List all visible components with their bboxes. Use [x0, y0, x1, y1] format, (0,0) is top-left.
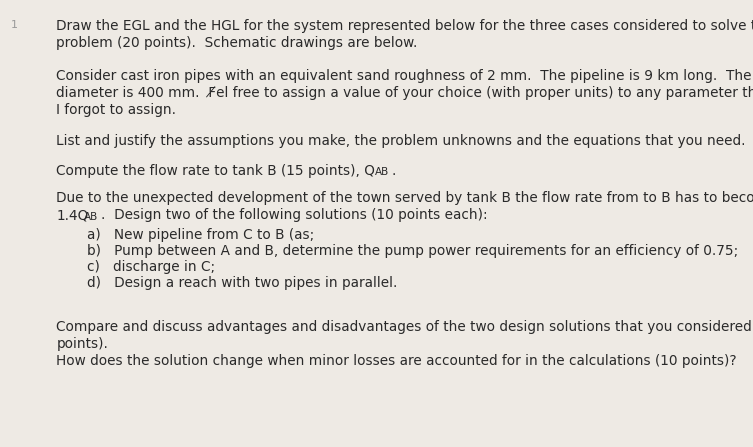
- Text: .  Design two of the following solutions (10 points each):: . Design two of the following solutions …: [101, 208, 487, 222]
- Text: AB: AB: [84, 212, 99, 222]
- Text: b)   Pump between A and B, determine the pump power requirements for an efficien: b) Pump between A and B, determine the p…: [87, 244, 738, 257]
- Text: List and justify the assumptions you make, the problem unknowns and the equation: List and justify the assumptions you mak…: [56, 134, 746, 148]
- Text: .: .: [392, 164, 396, 177]
- Text: 1.4Q: 1.4Q: [56, 208, 89, 222]
- Text: problem (20 points).  Schematic drawings are below.: problem (20 points). Schematic drawings …: [56, 36, 418, 50]
- Text: points).: points).: [56, 337, 108, 350]
- Text: Consider cast iron pipes with an equivalent sand roughness of 2 mm.  The pipelin: Consider cast iron pipes with an equival…: [56, 69, 753, 83]
- Text: AB: AB: [375, 167, 389, 177]
- Text: diameter is 400 mm.  F̸el free to assign a value of your choice (with proper uni: diameter is 400 mm. F̸el free to assign …: [56, 86, 753, 100]
- Text: c)   discharge in C;: c) discharge in C;: [87, 260, 215, 274]
- Text: How does the solution change when minor losses are accounted for in the calculat: How does the solution change when minor …: [56, 354, 737, 367]
- Text: d)   Design a reach with two pipes in parallel.: d) Design a reach with two pipes in para…: [87, 276, 397, 290]
- Text: Compute the flow rate to tank B (15 points), Q: Compute the flow rate to tank B (15 poin…: [56, 164, 375, 177]
- Text: Draw the EGL and the HGL for the system represented below for the three cases co: Draw the EGL and the HGL for the system …: [56, 19, 753, 33]
- Text: Due to the unexpected development of the town served by tank B the flow rate fro: Due to the unexpected development of the…: [56, 191, 753, 205]
- Text: Compare and discuss advantages and disadvantages of the two design solutions tha: Compare and discuss advantages and disad…: [56, 320, 753, 333]
- Text: I forgot to assign.: I forgot to assign.: [56, 103, 176, 117]
- Text: 1: 1: [11, 20, 18, 30]
- Text: a)   New pipeline from C to B (as;: a) New pipeline from C to B (as;: [87, 228, 314, 242]
